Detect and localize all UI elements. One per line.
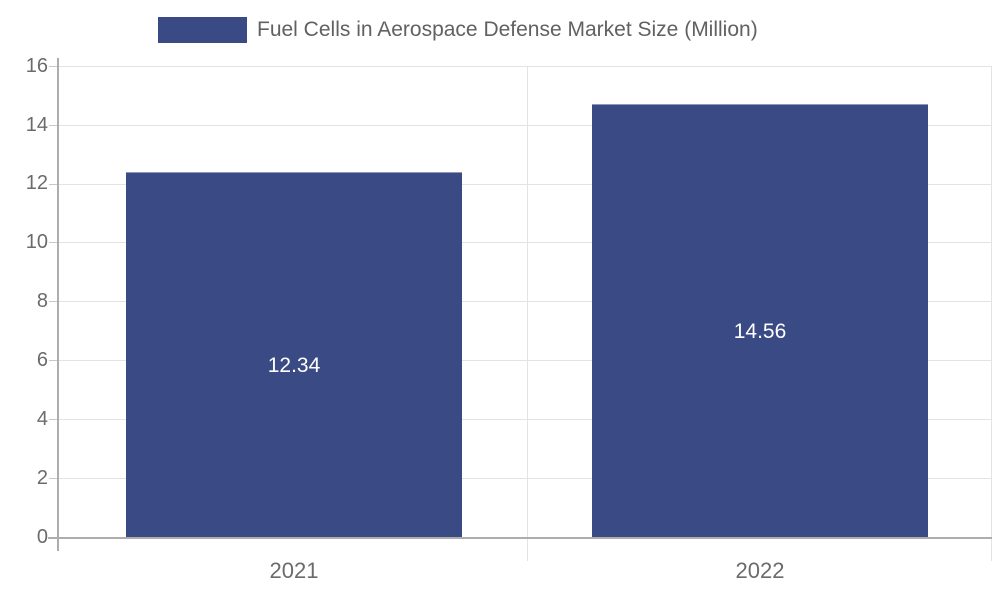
chart-legend: Fuel Cells in Aerospace Defense Market S… [158,15,758,45]
y-tick-mark-14 [49,125,58,126]
y-tick-label-0: 0 [36,526,48,548]
y-tick-label-4: 4 [36,408,48,430]
y-tick-mark-6 [49,360,58,361]
legend-label-series-1: Fuel Cells in Aerospace Defense Market S… [257,18,758,41]
bar-2022[interactable]: 14.56 [592,104,928,537]
y-tick-mark-12 [49,184,58,185]
y-tick-label-8: 8 [36,290,48,312]
gridline-12 [58,184,992,185]
y-tick-label-2: 2 [36,467,48,489]
bar-value-label-2022: 14.56 [733,320,787,343]
gridline-category-divider [527,66,528,561]
y-tick-mark-4 [49,419,58,420]
bar-value-label-2021: 12.34 [267,354,321,377]
y-axis-line [57,58,59,551]
y-tick-label-16: 16 [25,55,48,77]
legend-swatch-series-1 [158,17,247,43]
y-tick-label-10: 10 [25,231,48,253]
gridline-8 [58,301,992,302]
plot-area: 12.34 14.56 [48,58,992,561]
y-tick-mark-10 [49,242,58,243]
y-tick-label-14: 14 [25,114,48,136]
gridline-14 [58,125,992,126]
gridline-2 [58,478,992,479]
x-axis-baseline [48,537,992,539]
y-tick-mark-16 [49,66,58,67]
x-tick-label-2021: 2021 [269,558,319,583]
y-tick-mark-8 [49,301,58,302]
gridline-16 [58,66,992,67]
bar-2021[interactable]: 12.34 [126,172,462,537]
y-tick-label-12: 12 [25,172,48,194]
y-tick-label-6: 6 [36,349,48,371]
y-tick-mark-2 [49,478,58,479]
gridline-10 [58,242,992,243]
gridline-4 [58,419,992,420]
gridline-right-edge [991,66,992,561]
gridline-6 [58,360,992,361]
x-tick-label-2022: 2022 [735,558,785,583]
